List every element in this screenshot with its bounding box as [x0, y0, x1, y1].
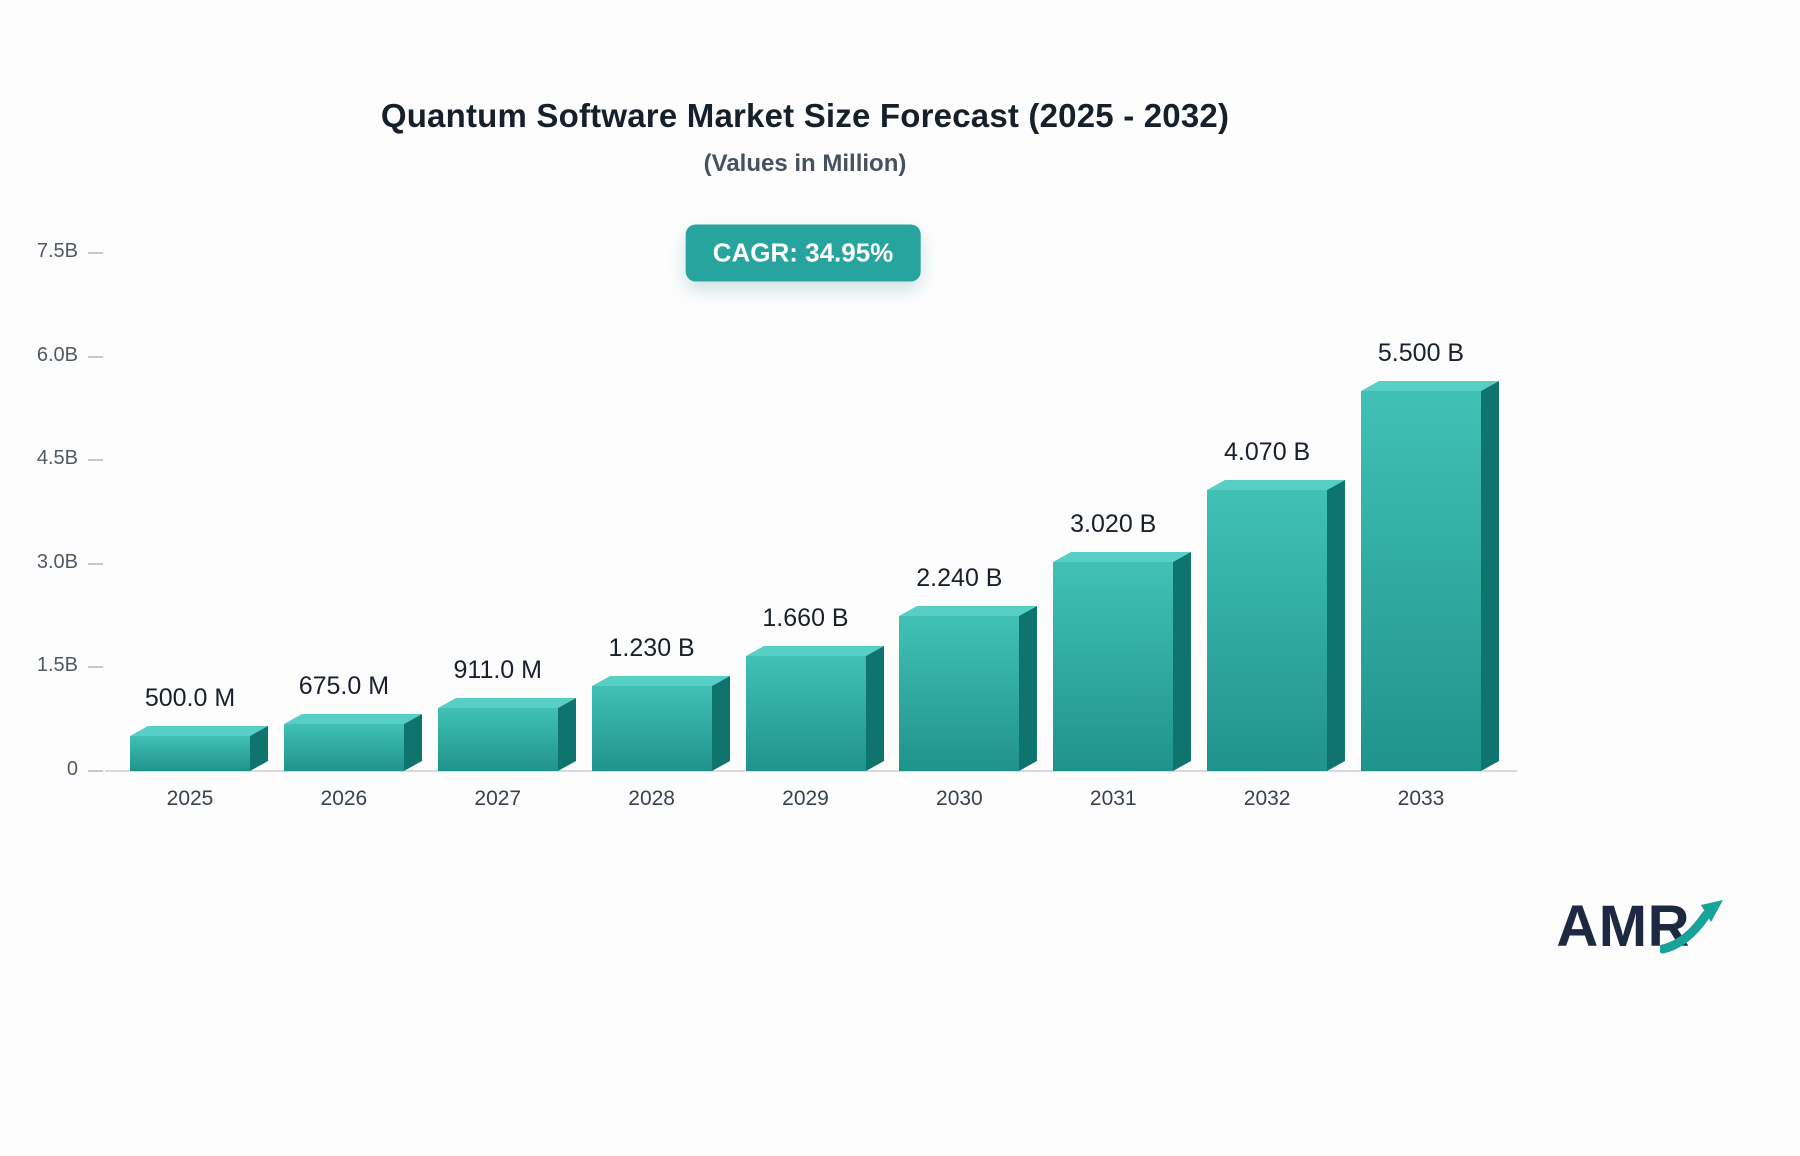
bar-2026: [283, 724, 404, 771]
y-axis-tick-label-4.5B: 4.5B: [36, 447, 78, 470]
bar-2029: [745, 656, 866, 771]
y-axis-tick-label-0: 0: [66, 758, 78, 780]
chart-title: Quantum Software Market Size Forecast (2…: [380, 97, 1230, 134]
bar-2028: [591, 686, 712, 771]
x-axis-label-2031: 2031: [1089, 786, 1137, 810]
bar-2030: [899, 616, 1020, 771]
bar-top-face-2033: [1361, 381, 1499, 392]
x-axis-label-2032: 2032: [1243, 786, 1291, 810]
bar-2032: [1207, 489, 1328, 771]
bar-value-label-2025: 500.0 M: [144, 684, 236, 713]
bar-group-2026: 675.0 M 2026: [283, 672, 422, 810]
amr-logo: AMR: [1556, 898, 1726, 956]
y-axis-tick-label-6.0B: 6.0B: [36, 343, 78, 366]
bar-top-face-2028: [591, 676, 730, 687]
chart-subtitle: (Values in Million): [703, 150, 907, 177]
bar-side-face-2032: [1327, 479, 1346, 771]
y-axis-tick-mark: [88, 666, 103, 669]
bar-value-label-2033: 5.500 B: [1377, 339, 1465, 368]
y-axis-tick-mark: [88, 770, 103, 772]
bar-top-face-2031: [1053, 552, 1192, 563]
bar-top-face-2032: [1207, 479, 1346, 490]
bar-2031: [1053, 562, 1174, 771]
bar-value-label-2028: 1.230 B: [608, 634, 695, 663]
amr-logo-arrow-icon: [1660, 900, 1723, 954]
y-axis-tick-mark: [88, 562, 103, 565]
bar-2033: [1361, 391, 1481, 771]
bar-side-face-2029: [865, 646, 884, 771]
bar-side-face-2033: [1481, 381, 1499, 771]
bar-group-2027: 911.0 M 2027: [437, 656, 576, 810]
x-axis-label-2025: 2025: [166, 786, 214, 810]
y-axis-tick-label-1.5B: 1.5B: [36, 654, 78, 677]
bar-side-face-2026: [403, 714, 422, 771]
bar-group-2025: 500.0 M 2025: [130, 684, 268, 810]
x-axis-label-2026: 2026: [320, 786, 368, 810]
bar-top-face-2026: [283, 714, 422, 725]
bar-side-face-2028: [711, 676, 730, 771]
bar-group-2032: 4.070 B 2032: [1207, 438, 1346, 810]
bar-value-label-2027: 911.0 M: [453, 656, 542, 685]
bar-side-face-2027: [557, 698, 576, 771]
bar-2027: [437, 708, 558, 771]
bar-group-2033: 5.500 B 2033: [1361, 339, 1499, 810]
x-axis-label-2030: 2030: [936, 786, 983, 810]
arrow-swoosh: [1660, 910, 1711, 954]
x-axis-label-2027: 2027: [474, 786, 522, 810]
x-axis-label-2029: 2029: [782, 786, 829, 810]
arrow-head: [1701, 900, 1723, 922]
bar-value-label-2031: 3.020 B: [1070, 510, 1157, 539]
y-axis-tick-label-7.5B: 7.5B: [36, 240, 78, 262]
bar-group-2029: 1.660 B 2029: [745, 604, 884, 810]
bar-top-face-2027: [437, 698, 576, 709]
bar-value-label-2026: 675.0 M: [298, 672, 390, 701]
bar-group-2030: 2.240 B 2030: [899, 564, 1038, 810]
bar-value-label-2032: 4.070 B: [1224, 437, 1311, 466]
y-axis-tick-mark: [88, 459, 103, 462]
bar-top-face-2025: [130, 726, 268, 737]
x-axis-label-2028: 2028: [628, 786, 675, 810]
x-axis-label-2033: 2033: [1397, 786, 1445, 810]
bar-group-2028: 1.230 B 2028: [591, 634, 730, 810]
bar-side-face-2030: [1019, 606, 1038, 771]
y-axis-tick-mark: [88, 355, 103, 358]
y-axis-tick-mark: [88, 252, 103, 254]
bar-group-2031: 3.020 B 2031: [1053, 510, 1192, 810]
bar-side-face-2025: [250, 726, 268, 771]
bar-top-face-2030: [899, 606, 1038, 617]
cagr-badge-label: CAGR: 34.95%: [712, 237, 894, 268]
x-axis-line: [105, 770, 1517, 772]
y-axis-tick-label-3.0B: 3.0B: [36, 550, 78, 573]
bar-value-label-2029: 1.660 B: [762, 604, 849, 633]
bar-2025: [130, 736, 250, 771]
bar-top-face-2029: [745, 646, 884, 657]
bar-value-label-2030: 2.240 B: [916, 564, 1003, 593]
cagr-badge: CAGR: 34.95%: [685, 224, 921, 282]
bar-side-face-2031: [1173, 552, 1192, 771]
